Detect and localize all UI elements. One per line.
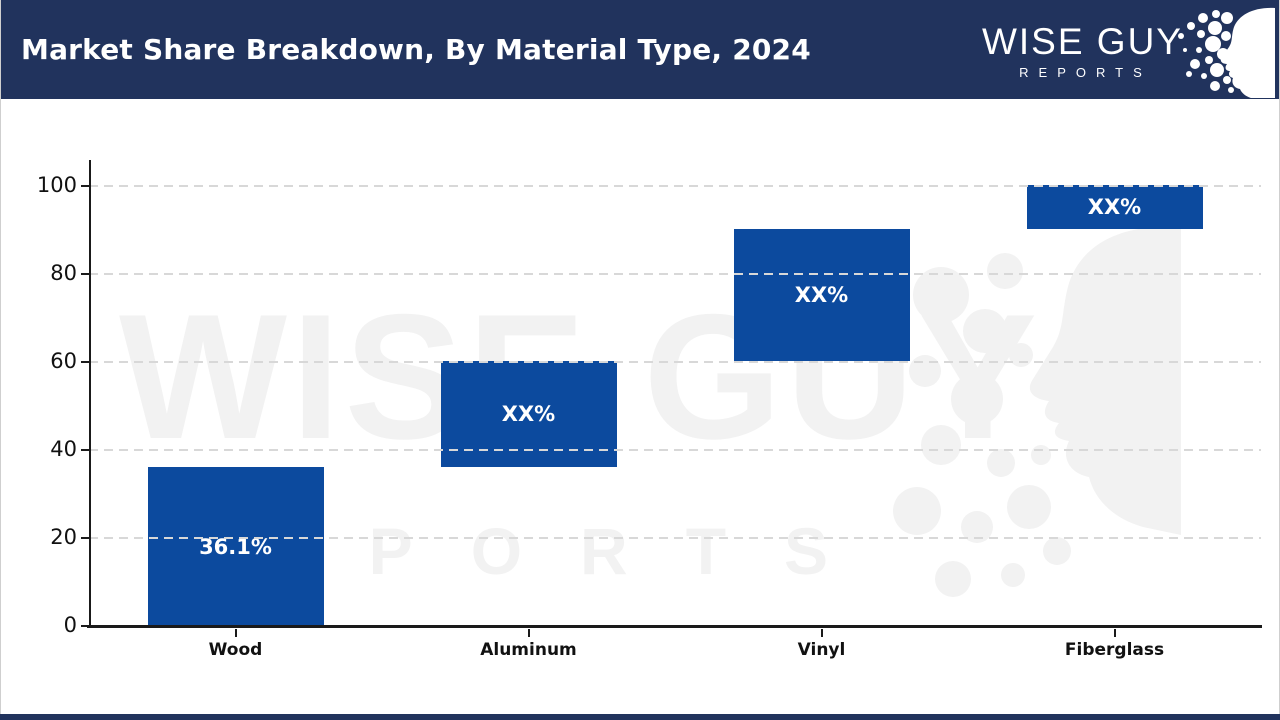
gridline [89, 273, 1261, 275]
y-tick-label: 40 [50, 437, 77, 461]
brand-logo-text: WISE GUY REPORTS [981, 21, 1183, 81]
x-category-label: Vinyl [797, 640, 846, 660]
y-axis-line [89, 160, 91, 627]
bar-vinyl: XX% [733, 229, 910, 362]
y-tick-mark [81, 625, 89, 627]
y-tick-mark [81, 449, 89, 451]
x-tick-mark [527, 629, 530, 637]
x-category-label: Aluminum [480, 640, 577, 660]
x-tick-mark [1113, 629, 1116, 637]
brand-subtitle: REPORTS [1019, 65, 1152, 80]
y-tick-mark [81, 537, 89, 539]
x-category-label: Wood [208, 640, 263, 660]
y-tick-label: 0 [63, 613, 77, 637]
y-tick-mark [81, 273, 89, 275]
y-tick-label: 60 [50, 349, 77, 373]
y-tick-label: 100 [36, 173, 77, 197]
x-category-label: Fiberglass [1064, 640, 1165, 660]
brand-dotted-head-icon [1178, 7, 1275, 98]
page-title: Market Share Breakdown, By Material Type… [21, 33, 811, 66]
bar-value-label: XX% [794, 283, 849, 308]
gridline [89, 361, 1261, 363]
gridline [89, 185, 1261, 187]
bar-aluminum: XX% [440, 361, 617, 468]
x-tick-mark [234, 629, 237, 637]
gridline [89, 537, 1261, 539]
y-tick-label: 80 [50, 261, 77, 285]
x-tick-mark [820, 629, 823, 637]
y-tick-mark [81, 361, 89, 363]
y-tick-mark [81, 185, 89, 187]
gridline [89, 449, 1261, 451]
bar-fiberglass: XX% [1026, 185, 1203, 230]
brand-name: WISE GUY [981, 21, 1183, 62]
watermark-dotted-head-icon [893, 226, 1181, 597]
y-tick-label: 20 [50, 525, 77, 549]
header-band: Market Share Breakdown, By Material Type… [1, 0, 1279, 99]
chart-plot-area: 36.1% XX% XX% XX% 0 20 40 60 80 100 Wood Aluminum… [1, 99, 1280, 714]
x-axis-line [87, 625, 1262, 628]
brand-logo: WISE GUY REPORTS [982, 4, 1275, 98]
bar-value-label: XX% [1087, 195, 1142, 220]
footer-band [0, 714, 1280, 720]
bar-wood: 36.1% [147, 467, 324, 626]
bar-value-label: XX% [501, 402, 556, 427]
